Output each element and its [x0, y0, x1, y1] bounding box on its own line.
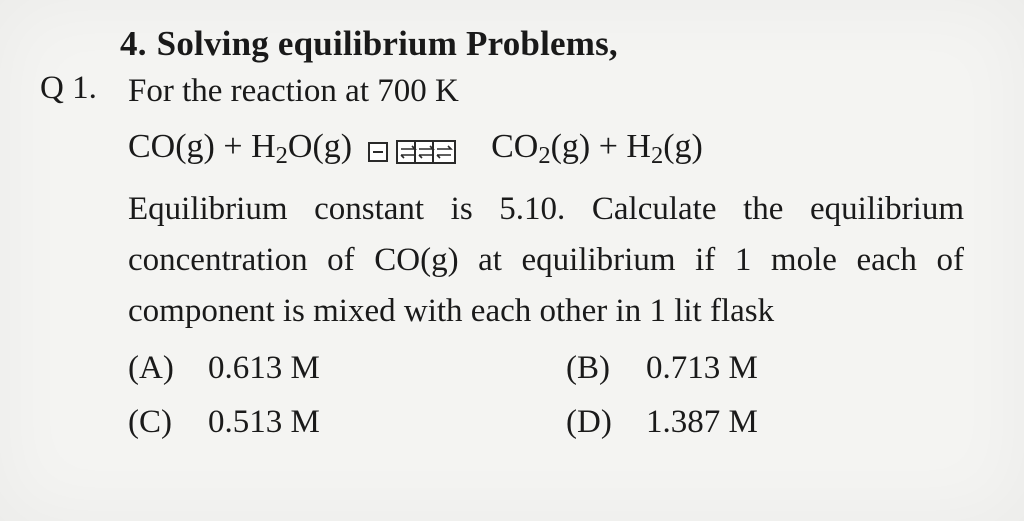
option-d: (D) 1.387 M: [566, 399, 964, 447]
question-label: Q 1.: [40, 68, 100, 107]
option-a-value: 0.613 M: [208, 345, 526, 393]
question-body: For the reaction at 700 K CO(g) + H2O(g): [128, 68, 964, 447]
option-c-label: (C): [128, 399, 208, 447]
options-grid: (A) 0.613 M (B) 0.713 M (C) 0.513 M (D) …: [128, 345, 964, 447]
question-explain: Equilibrium constant is 5.10. Calculate …: [128, 184, 964, 337]
eq-lhs2-base: H: [251, 128, 276, 165]
eq-lhs1-state: (g): [175, 128, 215, 165]
eq-lhs2-sub: 2: [276, 142, 288, 169]
option-a-label: (A): [128, 345, 208, 393]
option-c: (C) 0.513 M: [128, 399, 526, 447]
option-c-value: 0.513 M: [208, 399, 526, 447]
question-row: Q 1. For the reaction at 700 K CO(g) + H…: [40, 68, 964, 447]
eq-rhs2-state: (g): [663, 128, 703, 165]
section-number: 4.: [120, 24, 147, 64]
eq-lhs2-state: (g): [312, 128, 352, 165]
equation: CO(g) + H2O(g): [128, 122, 964, 174]
eq-rhs2-base: H: [626, 128, 651, 165]
option-b: (B) 0.713 M: [566, 345, 964, 393]
option-b-value: 0.713 M: [646, 345, 964, 393]
equilibrium-arrow-icon: [367, 124, 477, 173]
eq-lhs1: CO: [128, 128, 175, 165]
eq-rhs1-sub: 2: [538, 142, 550, 169]
page: 4. Solving equilibrium Problems, Q 1. Fo…: [0, 0, 1024, 521]
eq-rhs1-base: CO: [491, 128, 538, 165]
question-intro: For the reaction at 700 K: [128, 68, 964, 116]
option-b-label: (B): [566, 345, 646, 393]
section-heading-row: 4. Solving equilibrium Problems,: [120, 24, 964, 64]
section-title: Solving equilibrium Problems,: [157, 24, 618, 64]
eq-rhs1-state: (g): [551, 128, 591, 165]
option-a: (A) 0.613 M: [128, 345, 526, 393]
eq-lhs2-tail: O: [288, 128, 313, 165]
option-d-value: 1.387 M: [646, 399, 964, 447]
option-d-label: (D): [566, 399, 646, 447]
eq-plus1: +: [223, 128, 242, 165]
eq-plus2: +: [599, 128, 618, 165]
eq-rhs2-sub: 2: [651, 142, 663, 169]
